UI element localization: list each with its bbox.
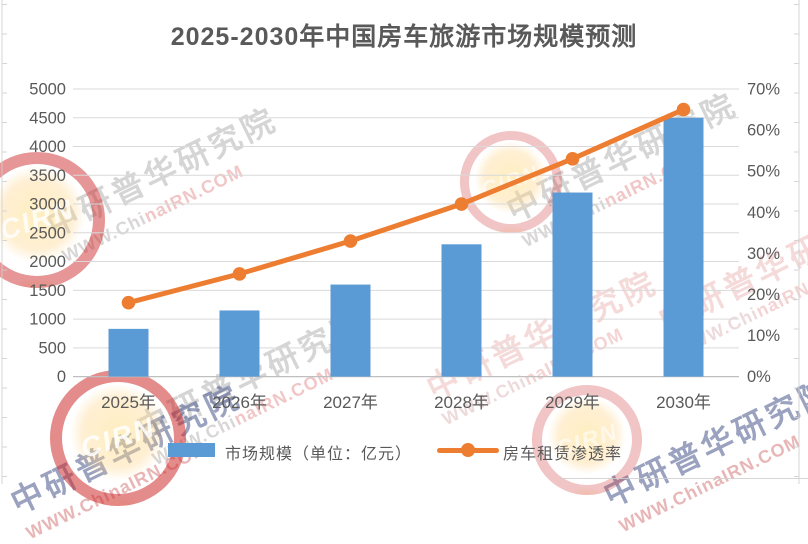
- y-right-tick-label: 50%: [747, 163, 780, 181]
- trend-point: [232, 267, 247, 281]
- x-category-label: 2025年: [101, 393, 156, 412]
- trend-line: [126, 107, 686, 306]
- y-right-tick-label: 70%: [747, 81, 780, 99]
- y-right-tick-label: 10%: [747, 327, 780, 345]
- x-category-label: 2030年: [656, 393, 711, 412]
- y-right-tick-label: 40%: [747, 204, 780, 222]
- trend-point: [121, 295, 136, 310]
- y-left-tick-label: 4500: [29, 109, 66, 127]
- bar: [441, 244, 482, 377]
- y-left-tick-label: 0: [57, 368, 66, 386]
- trend-point: [454, 197, 469, 211]
- bar: [108, 328, 149, 377]
- y-left-tick-label: 4000: [29, 138, 66, 156]
- y-left-tick-label: 3000: [29, 196, 66, 214]
- y-left-tick-label: 1500: [29, 282, 66, 300]
- trend-point: [343, 234, 358, 248]
- combo-chart-plot: 0 500 1000 1500 2000 2500 3000 3500 4000 4500 5000…: [1, 0, 808, 484]
- chart-title: 2025-2030年中国房车旅游市场规模预测: [170, 23, 638, 51]
- bar: [330, 284, 371, 377]
- y-left-tick-label: 2000: [29, 253, 66, 271]
- y-right-tick-label: 30%: [747, 245, 780, 263]
- x-category-label: 2028年: [434, 393, 489, 412]
- bar: [552, 192, 593, 377]
- y-left-tick-label: 3500: [29, 167, 66, 185]
- y-right-tick-label: 20%: [747, 286, 780, 304]
- y-right-tick-label: 0%: [747, 368, 771, 386]
- y-left-tick-label: 2500: [29, 224, 66, 242]
- x-category-label: 2027年: [323, 393, 378, 412]
- y-left-tick-label: 5000: [29, 81, 66, 99]
- y-right-tick-label: 60%: [747, 122, 780, 140]
- bar: [219, 310, 260, 377]
- x-category-label: 2029年: [545, 393, 600, 412]
- bar: [663, 117, 704, 377]
- y-left-tick-label: 1000: [29, 311, 66, 329]
- x-category-label: 2026年: [212, 393, 267, 412]
- y-left-tick-label: 500: [38, 339, 66, 357]
- trend-point: [676, 102, 691, 117]
- trend-point: [565, 152, 580, 166]
